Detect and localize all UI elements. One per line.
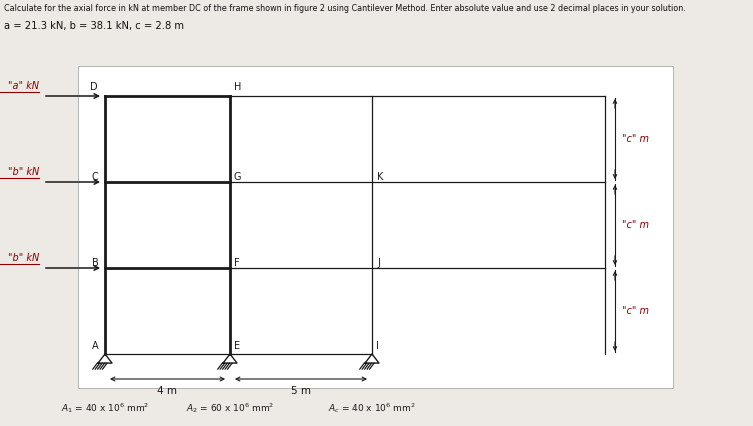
Text: "c" m: "c" m [622, 220, 649, 230]
Text: "c" m: "c" m [622, 134, 649, 144]
Text: F: F [234, 258, 239, 268]
Text: 5 m: 5 m [291, 386, 311, 396]
Text: D: D [90, 82, 98, 92]
Text: I: I [376, 341, 379, 351]
Text: $A_{c}$ = 40 x 10$^6$ mm$^2$: $A_{c}$ = 40 x 10$^6$ mm$^2$ [328, 401, 416, 415]
Text: A: A [92, 341, 99, 351]
Text: a = 21.3 kN, b = 38.1 kN, c = 2.8 m: a = 21.3 kN, b = 38.1 kN, c = 2.8 m [4, 21, 184, 31]
Text: J: J [377, 258, 380, 268]
Text: $A_{2}$ = 60 x 10$^6$ mm$^2$: $A_{2}$ = 60 x 10$^6$ mm$^2$ [186, 401, 274, 415]
Text: G: G [234, 172, 242, 182]
Text: E: E [234, 341, 240, 351]
Text: "c" m: "c" m [622, 306, 649, 316]
Text: "b" kN: "b" kN [8, 167, 39, 177]
Text: Calculate for the axial force in kN at member DC of the frame shown in figure 2 : Calculate for the axial force in kN at m… [4, 4, 686, 13]
Text: C: C [92, 173, 99, 182]
Text: 4 m: 4 m [157, 386, 178, 396]
Text: B: B [92, 259, 99, 268]
Text: H: H [234, 82, 242, 92]
Bar [78, 66, 673, 388]
Text: K: K [377, 172, 383, 182]
Text: "b" kN: "b" kN [8, 253, 39, 263]
Text: "a" kN: "a" kN [8, 81, 39, 91]
Text: $A_{1}$ = 40 x 10$^6$ mm$^2$: $A_{1}$ = 40 x 10$^6$ mm$^2$ [61, 401, 149, 415]
